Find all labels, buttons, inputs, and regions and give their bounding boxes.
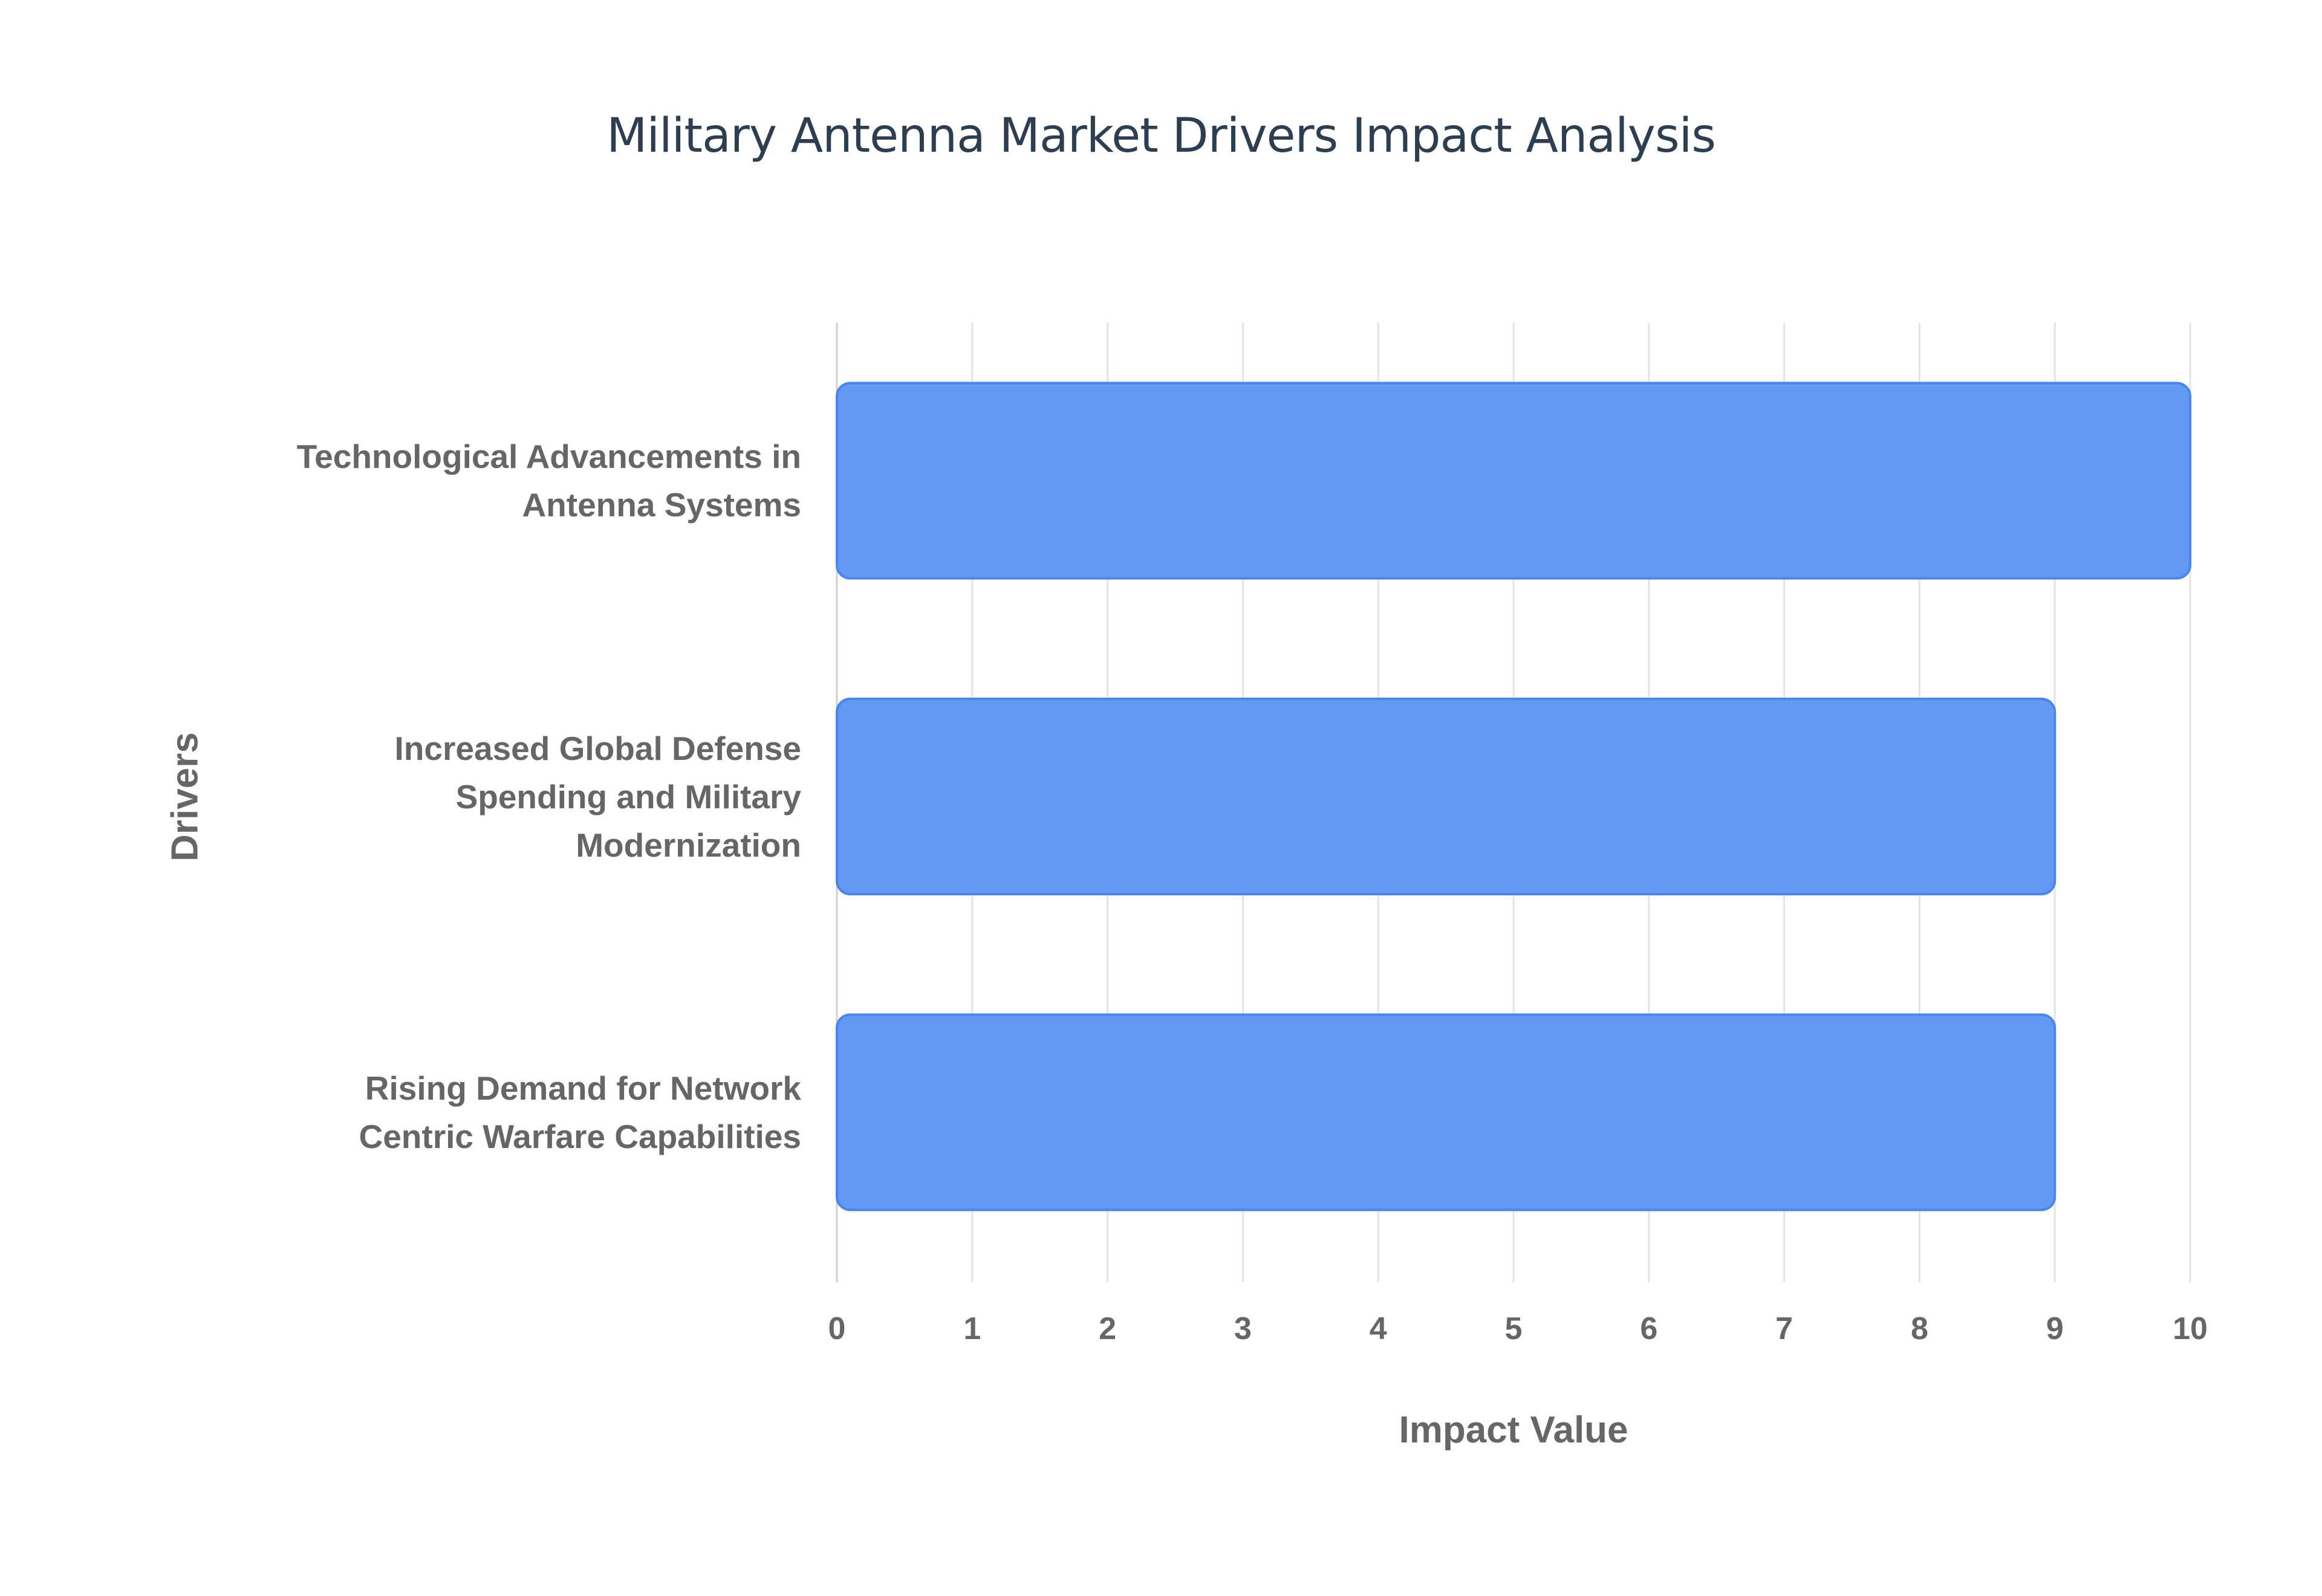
x-tick-label: 4 [1370, 1311, 1387, 1346]
y-tick-label: Increased Global Defense Spending and Mil… [395, 724, 802, 869]
x-tick-label: 2 [1099, 1311, 1116, 1346]
x-tick-label: 6 [1640, 1311, 1657, 1346]
y-tick-label-line: Increased Global Defense [394, 729, 802, 767]
bar [836, 1013, 2057, 1212]
x-tick-label: 9 [2046, 1311, 2064, 1346]
y-tick-label-line: Antenna Systems [522, 486, 801, 524]
x-tick-label: 7 [1775, 1311, 1793, 1346]
x-tick-label: 0 [828, 1311, 846, 1346]
y-axis-title: Drivers [164, 732, 206, 861]
bar [836, 698, 2057, 895]
x-tick-label: 10 [2173, 1311, 2208, 1346]
y-tick-label-line: Spending and Military [455, 777, 801, 816]
y-tick-label: Rising Demand for Network Centric Warfare… [359, 1064, 801, 1161]
x-tick-label: 5 [1505, 1311, 1523, 1346]
y-tick-label-line: Modernization [576, 826, 801, 864]
x-tick-label: 8 [1911, 1311, 1928, 1346]
y-tick-label: Technological Advancements in Antenna Sys… [297, 432, 801, 529]
y-tick-label-line: Technological Advancements in [296, 438, 801, 476]
chart-title: Military Antenna Market Drivers Impact A… [607, 109, 1716, 163]
x-tick-label: 3 [1234, 1311, 1252, 1346]
x-tick-label: 1 [963, 1311, 981, 1346]
bar [836, 381, 2191, 580]
y-tick-label-line: Centric Warfare Capabilities [359, 1117, 801, 1155]
x-axis-title: Impact Value [1399, 1409, 1628, 1451]
y-tick-label-line: Rising Demand for Network [365, 1069, 801, 1107]
